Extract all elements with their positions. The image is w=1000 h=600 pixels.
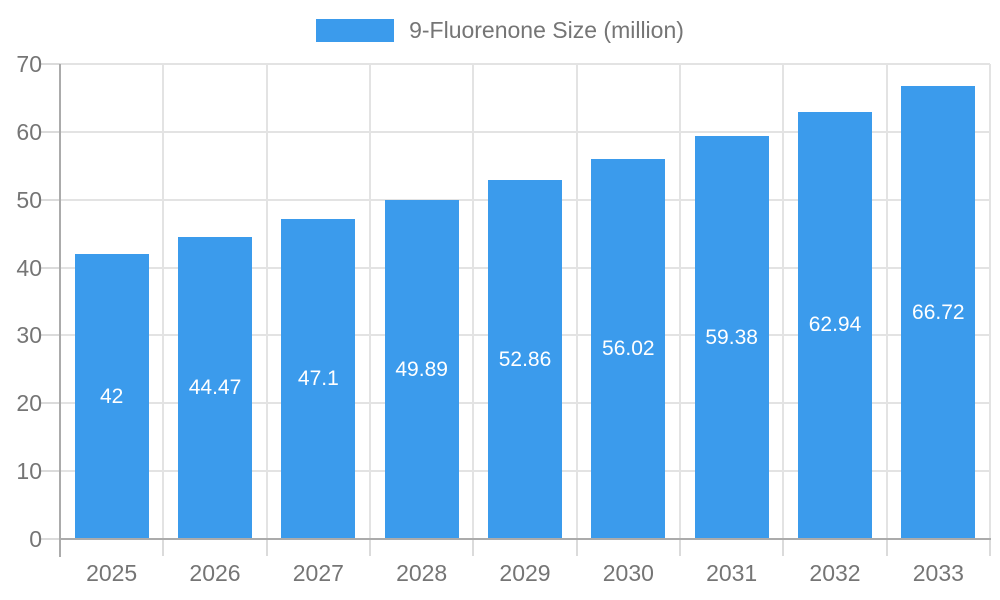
y-axis-label: 10 — [16, 458, 42, 485]
x-axis-label: 2027 — [292, 560, 344, 586]
v-gridline — [679, 64, 681, 539]
bar-value-label: 47.1 — [297, 367, 339, 391]
bar-value-label: 62.94 — [808, 313, 862, 337]
y-axis-line — [59, 64, 61, 557]
x-axis-label: 2031 — [706, 560, 758, 586]
legend-label: 9-Fluorenone Size (million) — [409, 17, 684, 43]
bar[interactable]: 66.72 — [901, 86, 976, 539]
x-axis-label: 2029 — [499, 560, 551, 586]
y-axis-tick — [40, 63, 60, 65]
bar[interactable]: 42 — [74, 254, 149, 539]
bar-value-label: 56.02 — [602, 336, 655, 360]
legend-swatch-icon — [316, 18, 395, 42]
x-axis-tick — [885, 540, 888, 556]
x-axis-tick — [162, 540, 165, 556]
x-axis-tick — [472, 540, 475, 556]
y-axis-tick — [40, 334, 60, 337]
y-axis-tick — [40, 266, 60, 269]
y-axis-label: 20 — [16, 390, 42, 417]
chart-legend[interactable]: 9-Fluorenone Size (million) — [0, 17, 1000, 43]
x-axis-tick — [575, 540, 578, 556]
x-axis-tick — [989, 540, 991, 556]
x-axis-label: 2032 — [809, 560, 861, 586]
bar[interactable]: 44.47 — [178, 237, 252, 539]
x-axis-label: 2025 — [86, 560, 138, 586]
y-axis-tick — [40, 402, 60, 405]
v-gridline — [782, 64, 785, 539]
v-gridline — [265, 64, 268, 539]
h-gridline — [60, 130, 990, 133]
bar[interactable]: 52.86 — [488, 180, 562, 539]
y-axis-label: 60 — [16, 118, 42, 145]
bar-value-label: 42 — [99, 384, 124, 408]
x-axis-label: 2030 — [602, 560, 654, 586]
bar-value-label: 66.72 — [912, 300, 965, 324]
h-gridline — [60, 63, 990, 65]
v-gridline — [989, 64, 991, 539]
v-gridline — [162, 64, 165, 539]
x-axis-tick — [369, 540, 371, 556]
v-gridline — [885, 64, 888, 539]
v-gridline — [575, 64, 578, 539]
x-axis-line — [59, 538, 991, 540]
v-gridline — [472, 64, 475, 539]
x-axis-tick — [679, 540, 681, 556]
y-axis-tick — [40, 130, 60, 133]
bar[interactable]: 59.38 — [694, 136, 769, 539]
y-axis-tick — [40, 198, 60, 201]
y-axis-label: 40 — [16, 254, 42, 281]
x-axis-tick — [782, 540, 785, 556]
y-axis-label: 70 — [16, 51, 42, 77]
y-axis-tick — [40, 470, 60, 473]
bar[interactable]: 56.02 — [591, 158, 666, 539]
x-axis-label: 2033 — [912, 560, 964, 586]
bar[interactable]: 62.94 — [798, 111, 872, 539]
bar[interactable]: 49.89 — [384, 200, 459, 539]
y-axis-label: 30 — [16, 322, 42, 349]
v-gridline — [369, 64, 371, 539]
bar-value-label: 52.86 — [498, 347, 552, 371]
x-axis-tick — [265, 540, 268, 556]
x-axis-label: 2028 — [396, 560, 448, 586]
bar[interactable]: 47.1 — [281, 219, 356, 539]
y-axis-label: 50 — [16, 186, 42, 213]
x-axis-label: 2026 — [189, 560, 241, 586]
y-axis-label: 0 — [29, 526, 42, 552]
bar-value-label: 44.47 — [188, 376, 242, 400]
bar-value-label: 49.89 — [395, 357, 448, 381]
y-axis-tick — [40, 538, 60, 540]
bar-value-label: 59.38 — [705, 325, 758, 349]
